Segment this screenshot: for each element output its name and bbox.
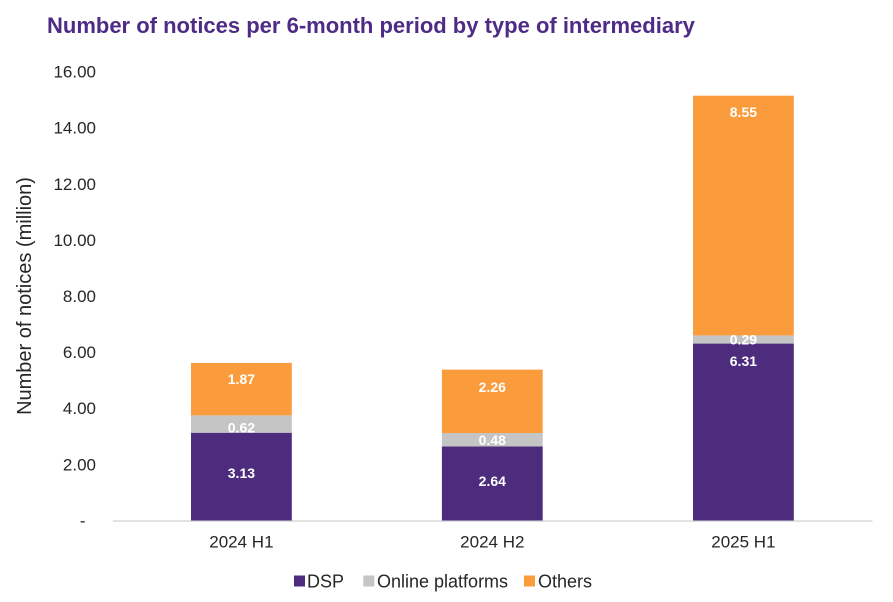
svg-text:8.00: 8.00 [63,287,96,306]
svg-text:-: - [80,511,86,530]
svg-text:DSP: DSP [307,572,344,592]
svg-text:4.00: 4.00 [63,399,96,418]
svg-text:16.00: 16.00 [53,63,96,82]
svg-text:0.48: 0.48 [479,432,506,448]
svg-text:8.55: 8.55 [730,104,757,120]
svg-text:2025 H1: 2025 H1 [711,533,775,552]
svg-text:Number of notices (million): Number of notices (million) [14,177,36,415]
svg-text:0.29: 0.29 [730,332,757,348]
svg-text:6.00: 6.00 [63,343,96,362]
svg-text:12.00: 12.00 [53,175,96,194]
svg-text:Online platforms: Online platforms [377,572,508,592]
svg-text:0.62: 0.62 [228,420,255,436]
svg-text:14.00: 14.00 [53,119,96,138]
svg-text:2.64: 2.64 [479,473,506,489]
svg-text:Others: Others [538,572,592,592]
svg-text:2024 H2: 2024 H2 [460,533,524,552]
svg-text:6.31: 6.31 [730,353,757,369]
svg-text:1.87: 1.87 [228,371,255,387]
svg-text:Number of notices per 6-month: Number of notices per 6-month period by … [47,13,696,38]
svg-text:3.13: 3.13 [228,465,255,481]
svg-text:2024 H1: 2024 H1 [209,533,273,552]
svg-text:10.00: 10.00 [53,231,96,250]
svg-text:2.26: 2.26 [479,379,506,395]
svg-text:2.00: 2.00 [63,455,96,474]
